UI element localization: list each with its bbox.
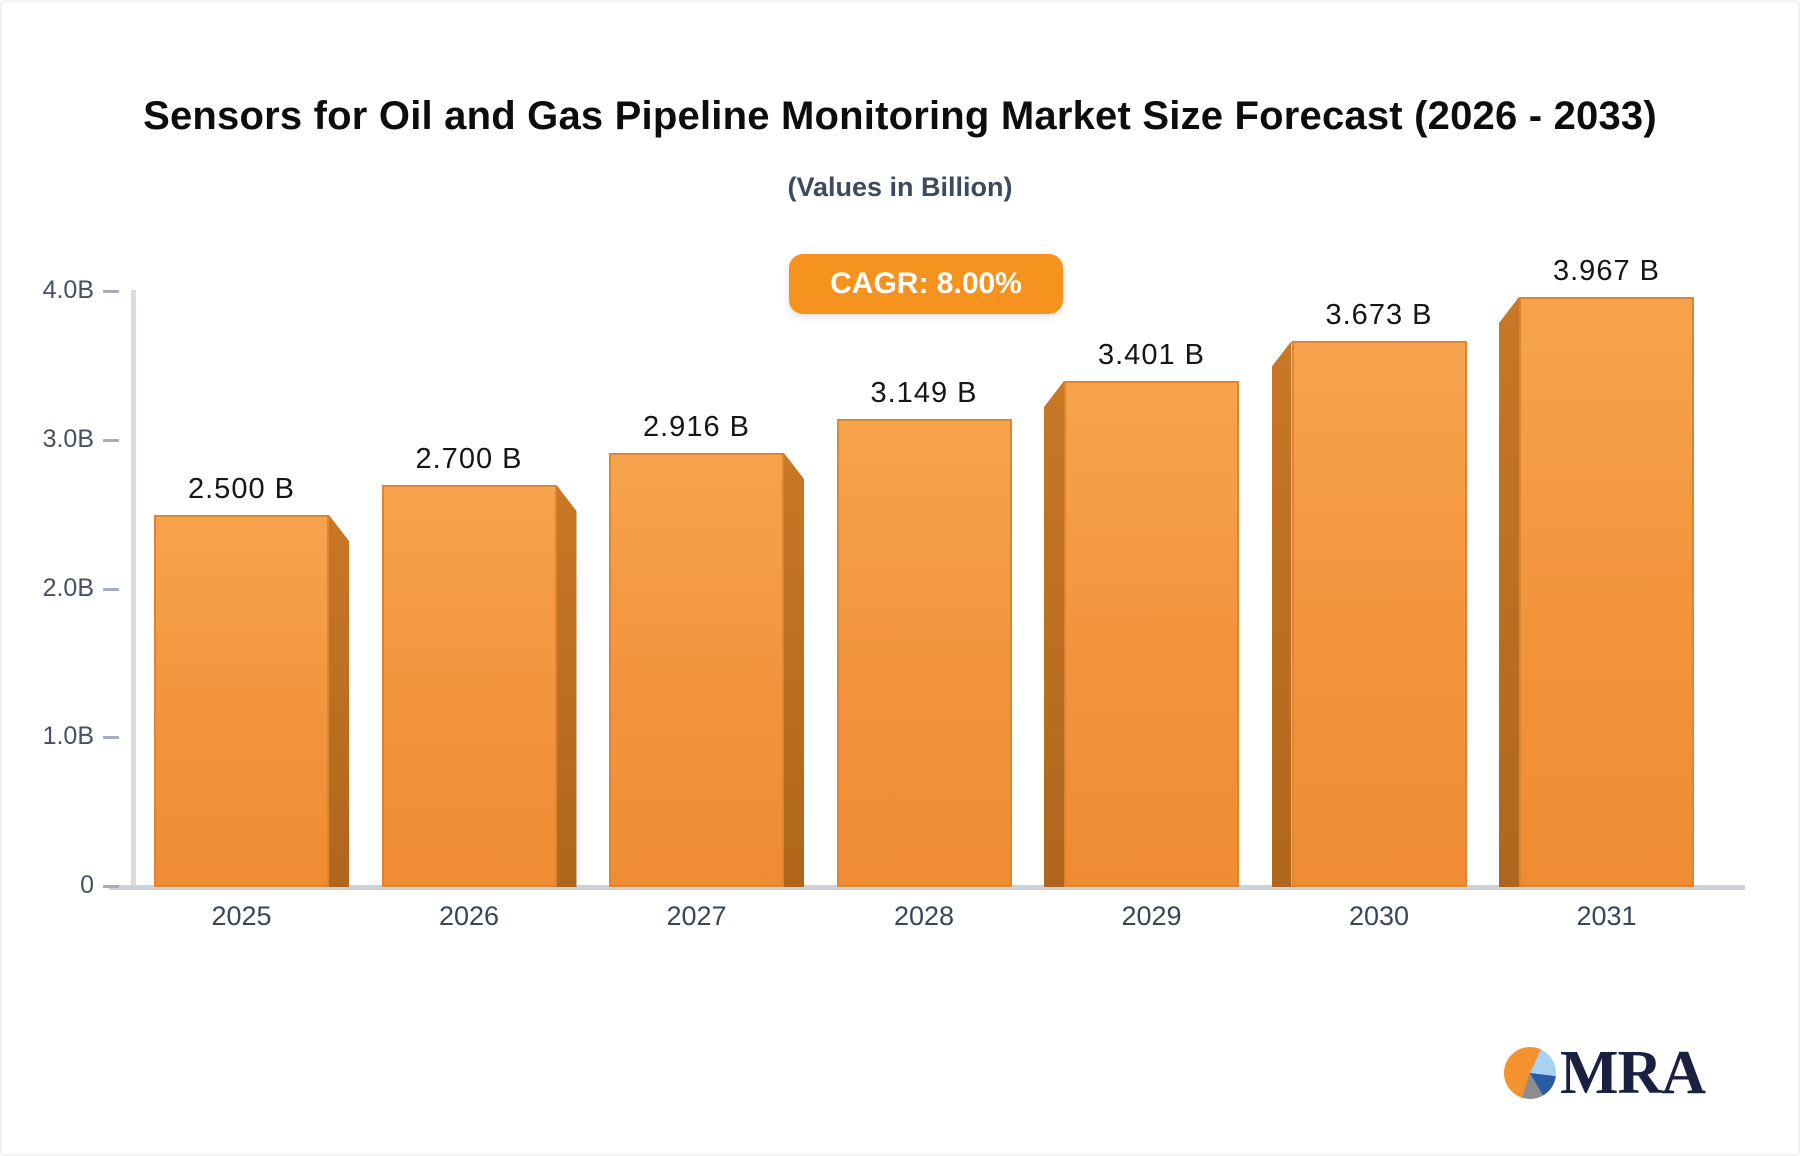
x-axis-label: 2030 bbox=[1348, 901, 1410, 931]
chart-subtitle: (Values in Billion) bbox=[787, 172, 1013, 202]
x-axis-label: 2029 bbox=[1121, 901, 1182, 931]
bar-side-face bbox=[556, 485, 577, 887]
brand-logo-text: MRA bbox=[1560, 1039, 1706, 1107]
bar-side-face bbox=[784, 453, 804, 887]
y-axis-tick-label: 4.0B bbox=[42, 276, 94, 304]
bar-value-label: 2.500 B bbox=[188, 473, 295, 505]
bar bbox=[381, 485, 557, 887]
x-axis-baseline bbox=[109, 885, 1745, 890]
bar-side-face bbox=[1044, 381, 1064, 887]
x-axis-label: 2031 bbox=[1576, 901, 1637, 931]
chart-title: Sensors for Oil and Gas Pipeline Monitor… bbox=[143, 94, 1657, 138]
bar-value-label: 3.673 B bbox=[1325, 299, 1433, 331]
bar-value-label: 2.700 B bbox=[415, 443, 523, 475]
y-axis-tick-label: 0 bbox=[80, 871, 94, 899]
bar-value-label: 2.916 B bbox=[643, 411, 750, 443]
cagr-badge: CAGR: 8.00% bbox=[789, 254, 1063, 314]
x-axis-label: 2026 bbox=[438, 901, 500, 931]
y-axis-tick-label: 2.0B bbox=[42, 573, 94, 602]
bar bbox=[154, 515, 329, 887]
y-axis-line bbox=[131, 290, 136, 889]
bar-side-face bbox=[329, 515, 349, 887]
y-axis-tick-mark bbox=[103, 736, 119, 740]
bar bbox=[836, 419, 1012, 887]
cagr-badge-label: CAGR: 8.00% bbox=[830, 267, 1022, 300]
y-axis-tick-mark bbox=[103, 587, 119, 591]
bar-value-label: 3.967 B bbox=[1553, 255, 1660, 287]
y-axis-tick-mark bbox=[103, 290, 119, 293]
y-axis-tick-mark bbox=[103, 438, 119, 442]
bar bbox=[609, 453, 784, 887]
y-axis-tick-label: 3.0B bbox=[42, 424, 94, 453]
bar bbox=[1064, 381, 1239, 887]
bar-value-label: 3.149 B bbox=[870, 377, 978, 409]
bar-side-face bbox=[1499, 297, 1519, 887]
bar-side-face bbox=[1271, 341, 1292, 887]
bar bbox=[1519, 297, 1694, 887]
x-axis-label: 2028 bbox=[893, 901, 955, 931]
bar-value-label: 3.401 B bbox=[1098, 339, 1205, 371]
y-axis-tick-label: 1.0B bbox=[42, 722, 94, 751]
bar bbox=[1291, 341, 1467, 887]
brand-logo: MRA bbox=[1504, 1038, 1706, 1108]
x-axis-label: 2025 bbox=[211, 901, 272, 931]
pie-chart-icon bbox=[1504, 1047, 1556, 1099]
x-axis-label: 2027 bbox=[666, 901, 727, 931]
y-axis-tick-mark bbox=[103, 885, 119, 888]
